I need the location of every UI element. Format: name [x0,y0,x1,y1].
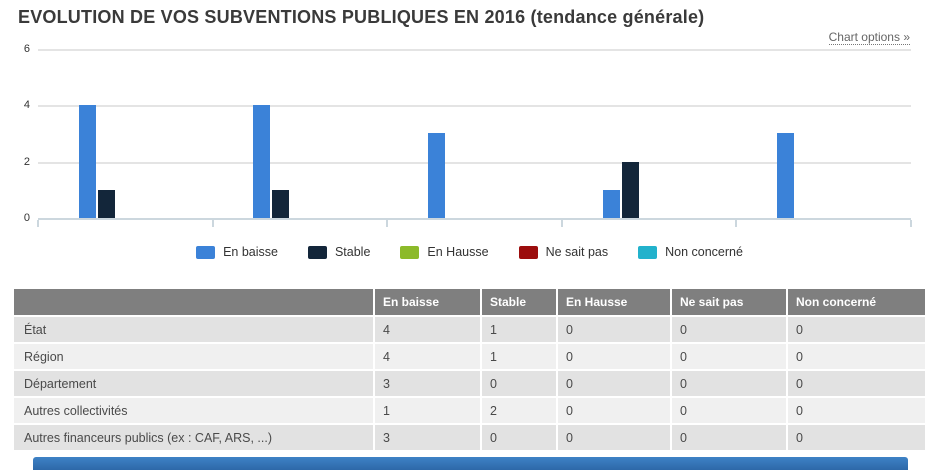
column-header: En baisse [373,289,480,315]
y-axis-tick-label: 0 [23,212,30,224]
value-cell: 0 [556,315,670,342]
bar-En baisse-Région [253,105,271,218]
next-section-bar [33,457,908,470]
legend-label: En Hausse [427,245,489,259]
value-cell: 1 [480,342,556,369]
bar-En baisse-État [78,105,96,218]
table-header-row: En baisse Stable En Hausse Ne sait pas Non c… [14,289,925,315]
gridline-y2 [38,161,911,164]
chart-legend: En baisse Stable En Hausse Ne sait pas Non c… [0,241,939,263]
legend-label: Stable [334,245,371,259]
legend-swatch-icon [638,245,658,259]
column-header: Non concerné [786,289,925,315]
legend-swatch-icon [400,245,420,259]
value-cell: 0 [556,369,670,396]
bar-Stable-Autres collectivités [621,161,639,218]
column-header [14,289,373,315]
y-axis-tick-label: 2 [23,155,30,168]
table-row: Région 4 1 0 0 0 [14,342,925,369]
value-cell: 0 [556,423,670,450]
legend-label: Non concerné [665,245,743,259]
row-label: Région [14,342,373,369]
page-title: EVOLUTION DE VOS SUBVENTIONS PUBLIQUES E… [18,7,705,27]
value-cell: 0 [786,396,925,423]
legend-item-Ne sait pas: Ne sait pas [518,245,609,259]
y-axis-tick-label: 6 [23,42,30,55]
value-cell: 4 [373,315,480,342]
chart-options-link[interactable]: Chart options » [828,30,910,45]
legend-label: Ne sait pas [545,245,609,259]
bar-chart: 6 4 2 0 [0,42,939,232]
bar-Stable-État [97,189,115,218]
legend-swatch-icon [307,245,327,259]
bar-En baisse-Autres financeurs publics (ex : CAF, ARS, ...) [777,133,795,218]
table-row: Autres financeurs publics (ex : CAF, ARS… [14,423,925,450]
x-axis-tick [386,220,389,227]
value-cell: 3 [373,423,480,450]
gridline-y6 [38,48,911,51]
x-axis-tick [735,220,738,227]
legend-item-En baisse: En baisse [196,245,278,259]
legend-swatch-icon [196,245,216,259]
value-cell: 0 [480,369,556,396]
y-axis-tick-label: 4 [23,99,30,111]
bar-En baisse-Département [428,133,445,218]
value-cell: 3 [373,369,480,396]
results-table: En baisse Stable En Hausse Ne sait pas Non c… [14,289,925,450]
column-header: Ne sait pas [670,289,786,315]
value-cell: 0 [786,423,925,450]
table-row: Autres collectivités 1 2 0 0 0 [14,396,925,423]
gridline-y4 [38,105,911,107]
x-axis-tick [560,220,563,227]
value-cell: 0 [670,423,786,450]
value-cell: 4 [373,342,480,369]
column-header: En Hausse [556,289,670,315]
value-cell: 0 [670,315,786,342]
legend-item-En Hausse: En Hausse [400,245,489,259]
row-label: Autres collectivités [14,396,373,423]
legend-item-Stable: Stable [307,245,371,259]
table-row: État 4 1 0 0 0 [14,315,925,342]
value-cell: 0 [556,342,670,369]
x-axis-tick [211,220,214,227]
row-label: Département [14,369,373,396]
value-cell: 0 [556,396,670,423]
legend-item-Non concerné: Non concerné [638,245,743,259]
value-cell: 0 [670,396,786,423]
legend-swatch-icon [518,245,538,259]
bar-Stable-Région [272,189,290,218]
column-header: Stable [480,289,556,315]
value-cell: 1 [480,315,556,342]
row-label: État [14,315,373,342]
value-cell: 0 [786,369,925,396]
legend-label: En baisse [223,245,278,259]
table-row: Département 3 0 0 0 0 [14,369,925,396]
value-cell: 1 [373,396,480,423]
gridline-y0 [38,218,911,220]
x-axis-tick [910,220,912,227]
value-cell: 0 [786,315,925,342]
value-cell: 0 [670,342,786,369]
value-cell: 0 [480,423,556,450]
x-axis-tick [37,220,39,227]
value-cell: 2 [480,396,556,423]
bar-En baisse-Autres collectivités [602,189,620,218]
row-label: Autres financeurs publics (ex : CAF, ARS… [14,423,373,450]
value-cell: 0 [670,369,786,396]
value-cell: 0 [786,342,925,369]
